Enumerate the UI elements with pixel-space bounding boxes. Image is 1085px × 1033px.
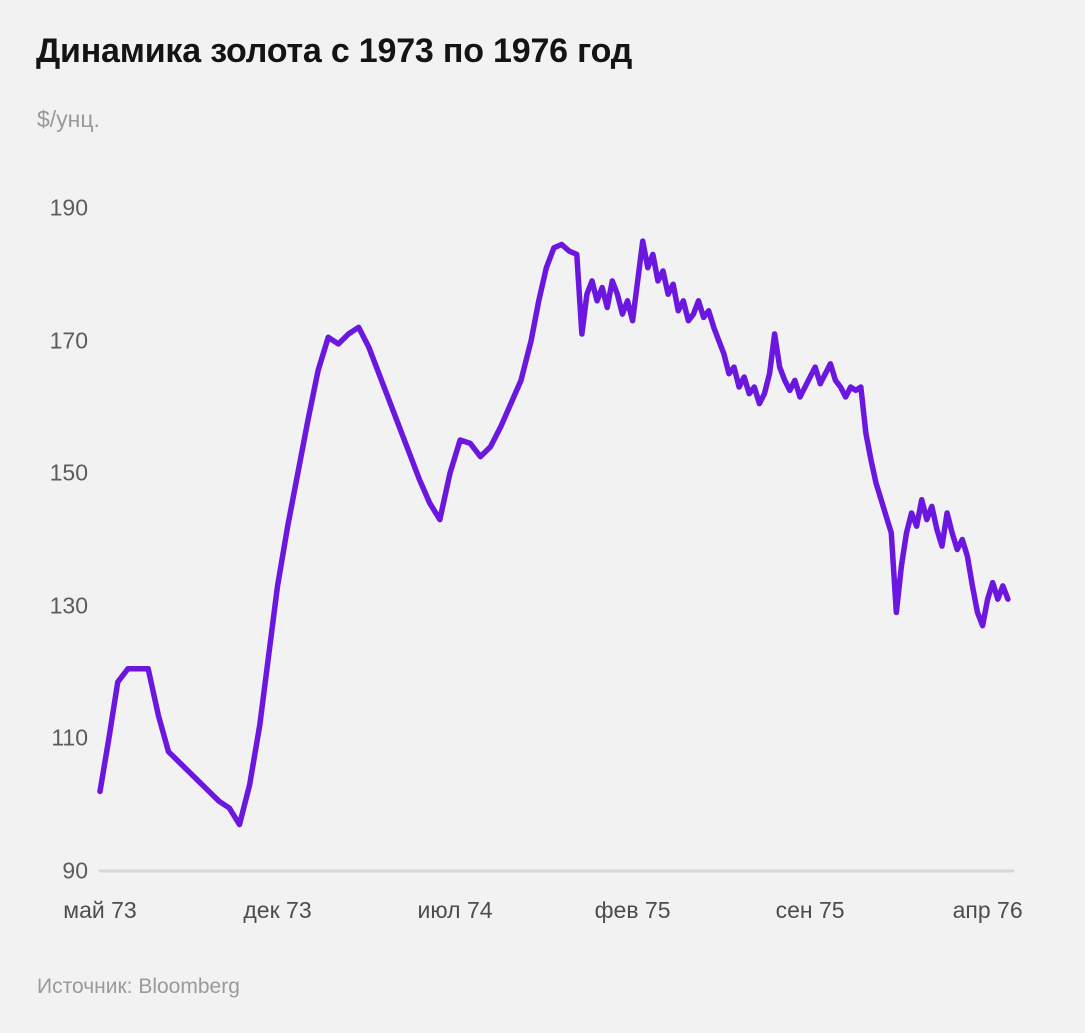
x-tick-label: сен 75 <box>775 897 845 923</box>
y-tick-label: 170 <box>49 327 88 354</box>
y-tick-label: 90 <box>62 857 88 884</box>
y-tick-label: 150 <box>49 459 88 486</box>
x-tick-label: июл 74 <box>417 897 493 923</box>
y-axis-unit-label: $/унц. <box>37 106 100 132</box>
source-note: Источник: Bloomberg <box>37 975 240 998</box>
x-tick-label: дек 73 <box>243 897 312 923</box>
y-tick-label: 130 <box>49 592 88 619</box>
y-tick-label: 110 <box>51 724 88 751</box>
x-tick-label: апр 76 <box>952 897 1023 923</box>
page-title: Динамика золота с 1973 по 1976 год <box>36 32 633 70</box>
x-tick-label: фев 75 <box>594 897 671 923</box>
gold-price-line <box>97 238 1011 828</box>
x-tick-label: май 73 <box>63 897 137 923</box>
y-tick-label: 190 <box>49 194 88 221</box>
